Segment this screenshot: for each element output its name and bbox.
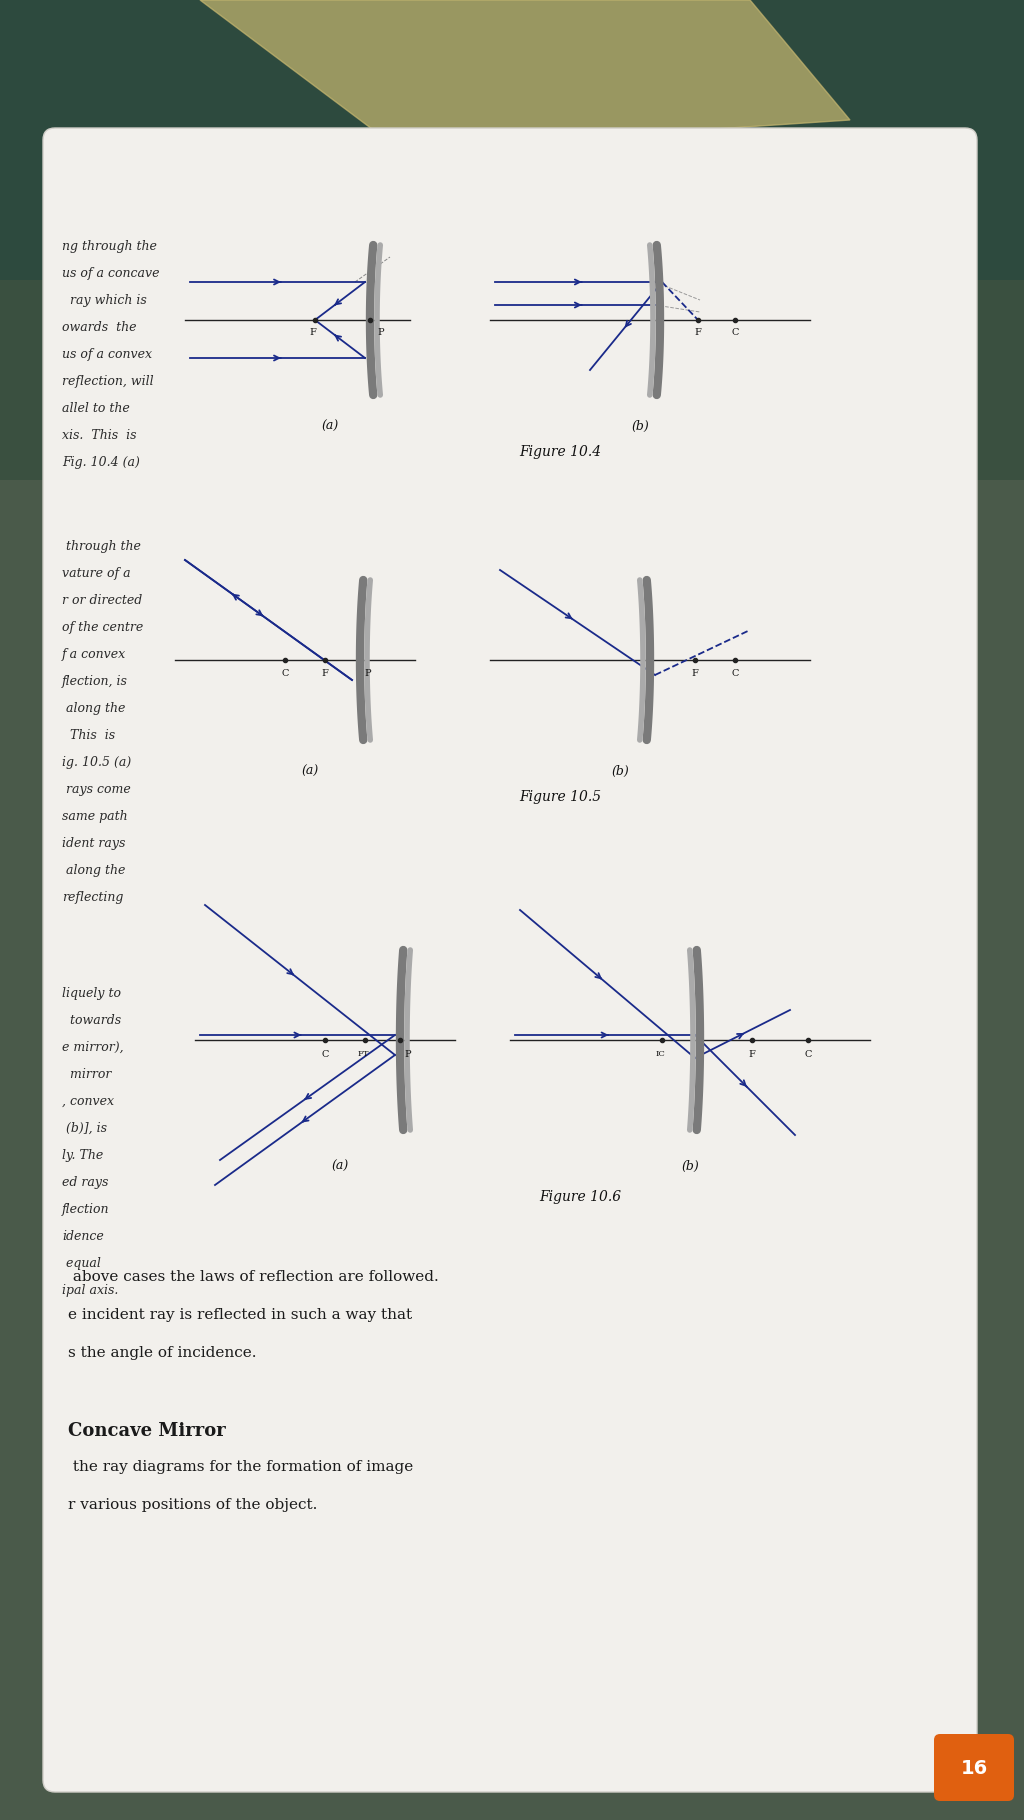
Text: P: P bbox=[378, 328, 384, 337]
Text: flection: flection bbox=[62, 1203, 110, 1216]
Text: r or directed: r or directed bbox=[62, 593, 142, 608]
Text: allel to the: allel to the bbox=[62, 402, 130, 415]
Text: , convex: , convex bbox=[62, 1096, 114, 1108]
Text: (a): (a) bbox=[322, 420, 339, 433]
Text: Concave Mirror: Concave Mirror bbox=[68, 1421, 225, 1440]
Text: ident rays: ident rays bbox=[62, 837, 125, 850]
Text: P: P bbox=[365, 670, 372, 679]
Text: C: C bbox=[731, 670, 738, 679]
FancyBboxPatch shape bbox=[43, 127, 977, 1793]
Text: IC: IC bbox=[655, 1050, 665, 1057]
Text: ig. 10.5 (a): ig. 10.5 (a) bbox=[62, 755, 131, 770]
Bar bbox=[0, 280, 1024, 480]
Text: reflection, will: reflection, will bbox=[62, 375, 154, 388]
Text: towards: towards bbox=[62, 1014, 121, 1026]
Text: 16: 16 bbox=[961, 1758, 987, 1778]
Text: C: C bbox=[731, 328, 738, 337]
Text: C: C bbox=[804, 1050, 812, 1059]
Text: f a convex: f a convex bbox=[62, 648, 126, 661]
Text: same path: same path bbox=[62, 810, 128, 823]
Text: e incident ray is reflected in such a way that: e incident ray is reflected in such a wa… bbox=[68, 1309, 412, 1321]
Text: (a): (a) bbox=[301, 764, 318, 777]
Text: equal: equal bbox=[62, 1258, 101, 1270]
Text: vature of a: vature of a bbox=[62, 568, 131, 581]
Text: idence: idence bbox=[62, 1230, 103, 1243]
Text: C: C bbox=[322, 1050, 329, 1059]
Text: us of a concave: us of a concave bbox=[62, 268, 160, 280]
Bar bbox=[0, 480, 1024, 1820]
Text: through the: through the bbox=[62, 541, 141, 553]
Text: above cases the laws of reflection are followed.: above cases the laws of reflection are f… bbox=[68, 1270, 438, 1283]
Text: e mirror),: e mirror), bbox=[62, 1041, 124, 1054]
Text: ng through the: ng through the bbox=[62, 240, 157, 253]
Text: This  is: This is bbox=[62, 730, 115, 743]
Text: mirror: mirror bbox=[62, 1068, 112, 1081]
Text: Figure 10.4: Figure 10.4 bbox=[519, 446, 601, 459]
Bar bbox=[0, 0, 1024, 280]
Text: (b): (b) bbox=[631, 420, 649, 433]
Text: (a): (a) bbox=[332, 1159, 348, 1174]
Text: ipal axis.: ipal axis. bbox=[62, 1283, 119, 1298]
Text: Figure 10.6: Figure 10.6 bbox=[539, 1190, 622, 1205]
Text: liquely to: liquely to bbox=[62, 986, 121, 999]
Text: (b)], is: (b)], is bbox=[62, 1121, 106, 1136]
Text: xis.  This  is: xis. This is bbox=[62, 430, 136, 442]
Text: P: P bbox=[404, 1050, 412, 1059]
Text: C: C bbox=[282, 670, 289, 679]
Text: owards  the: owards the bbox=[62, 320, 136, 335]
Text: Figure 10.5: Figure 10.5 bbox=[519, 790, 601, 804]
Text: reflecting: reflecting bbox=[62, 892, 123, 905]
Text: F: F bbox=[309, 328, 316, 337]
Text: F: F bbox=[322, 670, 329, 679]
Text: the ray diagrams for the formation of image: the ray diagrams for the formation of im… bbox=[68, 1460, 414, 1474]
Text: (b): (b) bbox=[681, 1159, 698, 1174]
Text: us of a convex: us of a convex bbox=[62, 348, 152, 360]
Text: FT: FT bbox=[357, 1050, 369, 1057]
Text: F: F bbox=[749, 1050, 756, 1059]
Text: along the: along the bbox=[62, 864, 125, 877]
Text: along the: along the bbox=[62, 703, 125, 715]
Text: r various positions of the object.: r various positions of the object. bbox=[68, 1498, 317, 1512]
Text: (b): (b) bbox=[611, 764, 629, 777]
Text: of the centre: of the centre bbox=[62, 621, 143, 633]
Text: Fig. 10.4 (a): Fig. 10.4 (a) bbox=[62, 457, 140, 470]
Text: F: F bbox=[691, 670, 698, 679]
Polygon shape bbox=[200, 0, 850, 149]
Text: rays come: rays come bbox=[62, 783, 131, 795]
Text: s the angle of incidence.: s the angle of incidence. bbox=[68, 1347, 256, 1360]
Text: ed rays: ed rays bbox=[62, 1176, 109, 1188]
Text: F: F bbox=[694, 328, 701, 337]
FancyBboxPatch shape bbox=[934, 1734, 1014, 1802]
Text: ly. The: ly. The bbox=[62, 1148, 103, 1161]
Text: flection, is: flection, is bbox=[62, 675, 128, 688]
Text: ray which is: ray which is bbox=[62, 295, 146, 308]
